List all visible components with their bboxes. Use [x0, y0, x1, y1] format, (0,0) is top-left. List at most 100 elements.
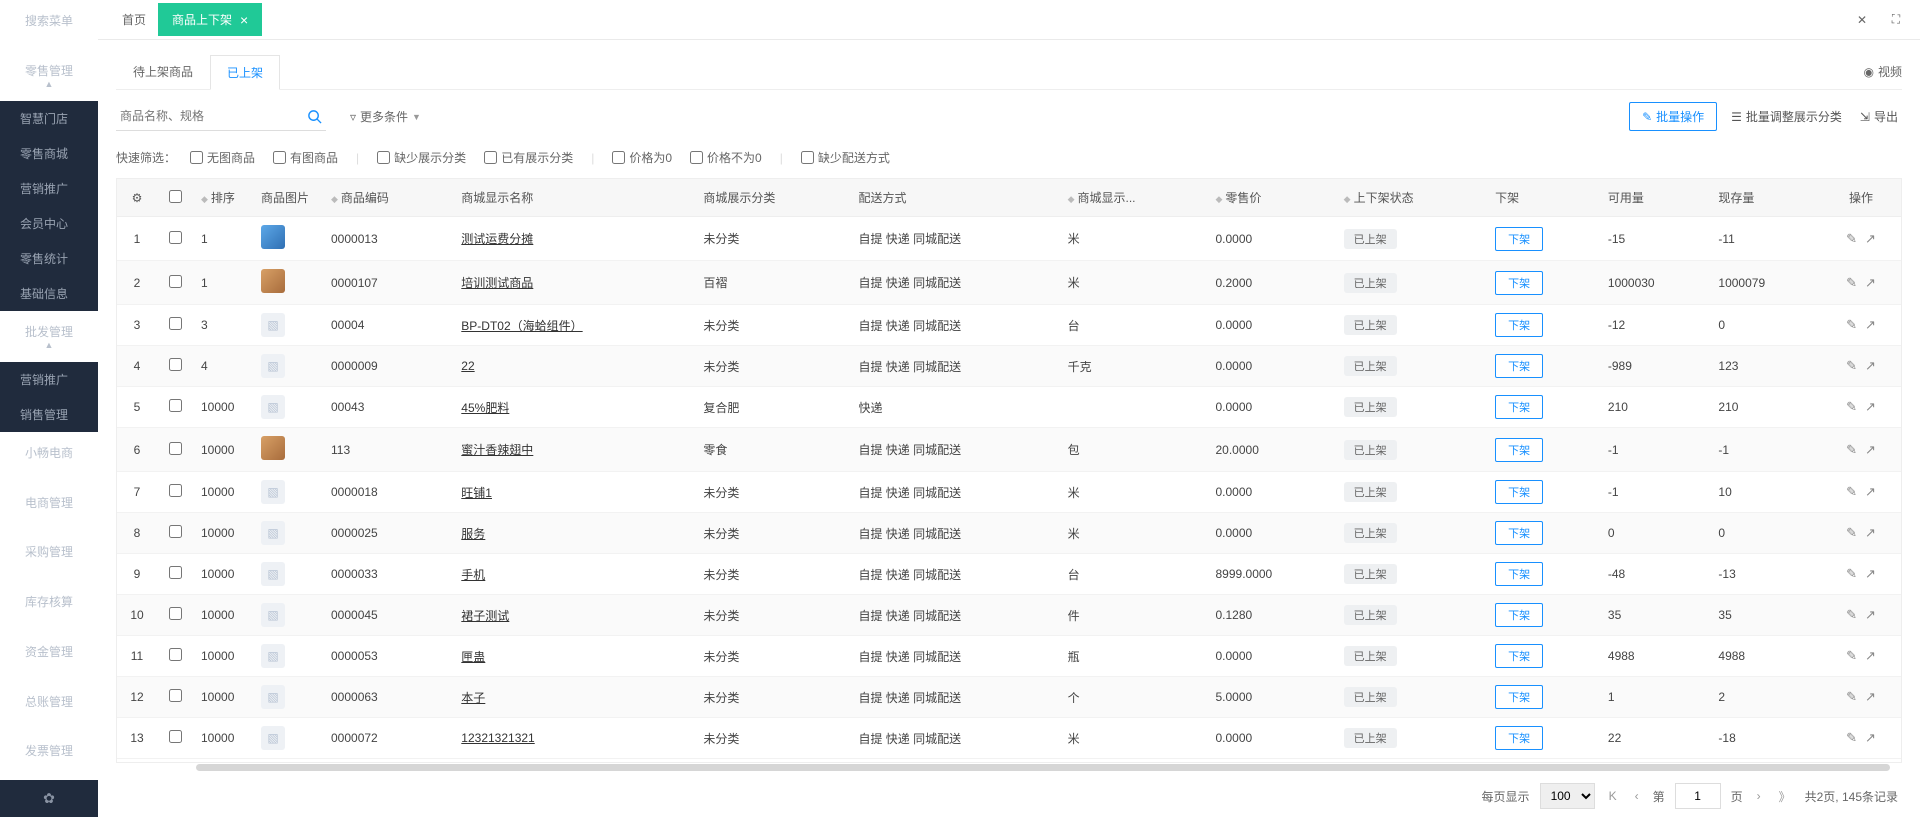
sidebar-item[interactable]: 零售商城	[0, 136, 98, 171]
product-name-link[interactable]: 蜜汁香辣翅中	[461, 443, 533, 457]
batch-adjust-button[interactable]: ☰ 批量调整展示分类	[1727, 102, 1846, 131]
sidebar-item[interactable]: 零售统计	[0, 241, 98, 276]
sidebar-item[interactable]: 智慧门店	[0, 101, 98, 136]
product-name-link[interactable]: 45%肥料	[461, 401, 509, 415]
search-input[interactable]	[116, 103, 326, 131]
column-header[interactable]: ◆商品编码	[323, 179, 453, 217]
product-name-link[interactable]: BP-DT02（海蛤组件）	[461, 319, 582, 333]
row-checkbox[interactable]	[169, 566, 182, 579]
edit-icon[interactable]: ✎	[1846, 358, 1857, 373]
sidebar-item[interactable]: 零售管理▲	[0, 50, 98, 101]
edit-icon[interactable]: ✎	[1846, 689, 1857, 704]
edit-icon[interactable]: ✎	[1846, 730, 1857, 745]
next-page-icon[interactable]: ›	[1753, 789, 1765, 803]
unshelf-button[interactable]: 下架	[1495, 562, 1543, 586]
edit-icon[interactable]: ✎	[1846, 607, 1857, 622]
sidebar-item[interactable]: 搜索菜单	[0, 0, 98, 50]
sidebar-item[interactable]: 采购管理	[0, 531, 98, 581]
gear-icon[interactable]: ⚙	[132, 191, 143, 205]
column-header[interactable]: 现存量	[1710, 179, 1821, 217]
column-header[interactable]: 商城显示名称	[453, 179, 695, 217]
row-checkbox[interactable]	[169, 689, 182, 702]
sidebar-item[interactable]: 小畅电商	[0, 432, 98, 482]
unshelf-button[interactable]: 下架	[1495, 685, 1543, 709]
last-page-icon[interactable]: 》	[1775, 788, 1795, 805]
open-icon[interactable]: ↗	[1865, 689, 1876, 704]
close-icon[interactable]: ×	[240, 12, 248, 28]
quick-filter-checkbox[interactable]: 有图商品	[273, 149, 338, 166]
edit-icon[interactable]: ✎	[1846, 317, 1857, 332]
quick-filter-checkbox[interactable]: 已有展示分类	[484, 149, 573, 166]
subtab-listed[interactable]: 已上架	[210, 55, 280, 90]
unshelf-button[interactable]: 下架	[1495, 395, 1543, 419]
column-header[interactable]: 操作	[1821, 179, 1901, 217]
edit-icon[interactable]: ✎	[1846, 566, 1857, 581]
gear-icon[interactable]: ✿	[43, 790, 55, 806]
unshelf-button[interactable]: 下架	[1495, 726, 1543, 750]
product-name-link[interactable]: 本子	[461, 691, 485, 705]
sidebar-item[interactable]: 资金管理	[0, 631, 98, 681]
unshelf-button[interactable]: 下架	[1495, 313, 1543, 337]
select-all-checkbox[interactable]	[169, 190, 182, 203]
sidebar-item[interactable]: 库存核算	[0, 581, 98, 631]
close-all-icon[interactable]: ✕	[1850, 8, 1874, 32]
row-checkbox[interactable]	[169, 648, 182, 661]
row-checkbox[interactable]	[169, 317, 182, 330]
per-page-select[interactable]: 100	[1540, 783, 1595, 809]
sidebar-item[interactable]: 基础信息	[0, 276, 98, 311]
product-name-link[interactable]: 旺铺1	[461, 486, 492, 500]
column-header[interactable]: ◆上下架状态	[1336, 179, 1487, 217]
unshelf-button[interactable]: 下架	[1495, 603, 1543, 627]
product-name-link[interactable]: 裙子测试	[461, 609, 509, 623]
column-header[interactable]: ⚙	[117, 179, 157, 217]
edit-icon[interactable]: ✎	[1846, 399, 1857, 414]
quick-filter-checkbox[interactable]: 缺少展示分类	[377, 149, 466, 166]
unshelf-button[interactable]: 下架	[1495, 644, 1543, 668]
unshelf-button[interactable]: 下架	[1495, 271, 1543, 295]
sidebar-item[interactable]: 批发管理▲	[0, 311, 98, 362]
product-name-link[interactable]: 服务	[461, 527, 485, 541]
quick-filter-checkbox[interactable]: 价格不为0	[690, 149, 762, 166]
open-icon[interactable]: ↗	[1865, 317, 1876, 332]
sidebar-item[interactable]: 电商管理	[0, 482, 98, 532]
row-checkbox[interactable]	[169, 607, 182, 620]
row-checkbox[interactable]	[169, 275, 182, 288]
open-icon[interactable]: ↗	[1865, 275, 1876, 290]
open-icon[interactable]: ↗	[1865, 399, 1876, 414]
edit-icon[interactable]: ✎	[1846, 231, 1857, 246]
edit-icon[interactable]: ✎	[1846, 442, 1857, 457]
row-checkbox[interactable]	[169, 730, 182, 743]
quick-filter-checkbox[interactable]: 缺少配送方式	[801, 149, 890, 166]
product-name-link[interactable]: 22	[461, 359, 474, 373]
row-checkbox[interactable]	[169, 442, 182, 455]
filter-more[interactable]: ▿ 更多条件 ▼	[350, 108, 421, 125]
column-header[interactable]: 商品图片	[253, 179, 323, 217]
tab-active[interactable]: 商品上下架 ×	[158, 3, 262, 36]
row-checkbox[interactable]	[169, 399, 182, 412]
product-name-link[interactable]: 匣蛊	[461, 650, 485, 664]
search-icon[interactable]	[307, 109, 322, 127]
open-icon[interactable]: ↗	[1865, 607, 1876, 622]
column-header[interactable]: 配送方式	[850, 179, 1059, 217]
sidebar-item[interactable]: 营销推广	[0, 362, 98, 397]
page-input[interactable]	[1675, 783, 1721, 809]
row-checkbox[interactable]	[169, 484, 182, 497]
column-header[interactable]	[157, 179, 193, 217]
row-checkbox[interactable]	[169, 358, 182, 371]
open-icon[interactable]: ↗	[1865, 730, 1876, 745]
prev-page-icon[interactable]: ‹	[1631, 789, 1643, 803]
row-checkbox[interactable]	[169, 231, 182, 244]
unshelf-button[interactable]: 下架	[1495, 227, 1543, 251]
column-header[interactable]: ◆排序	[193, 179, 253, 217]
product-name-link[interactable]: 12321321321	[461, 731, 534, 745]
video-link[interactable]: ◉ 视频	[1864, 63, 1903, 80]
quick-filter-checkbox[interactable]: 无图商品	[190, 149, 255, 166]
open-icon[interactable]: ↗	[1865, 525, 1876, 540]
open-icon[interactable]: ↗	[1865, 442, 1876, 457]
batch-action-button[interactable]: ✎ 批量操作	[1629, 102, 1717, 131]
column-header[interactable]: 下架	[1487, 179, 1600, 217]
unshelf-button[interactable]: 下架	[1495, 438, 1543, 462]
column-header[interactable]: 可用量	[1600, 179, 1711, 217]
row-checkbox[interactable]	[169, 525, 182, 538]
open-icon[interactable]: ↗	[1865, 358, 1876, 373]
